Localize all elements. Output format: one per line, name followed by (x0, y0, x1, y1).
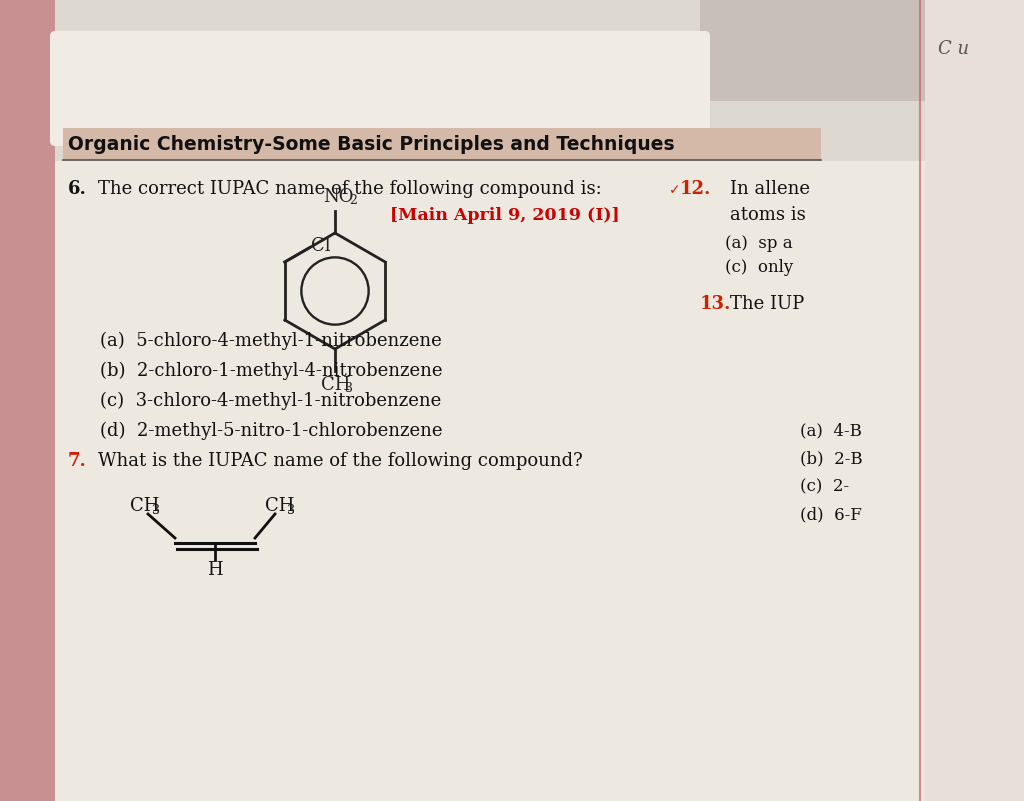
Text: NO: NO (323, 188, 353, 206)
Text: 12.: 12. (680, 180, 712, 198)
Text: 3: 3 (287, 504, 295, 517)
Text: (a)  5-chloro-4-methyl-1-nitrobenzene: (a) 5-chloro-4-methyl-1-nitrobenzene (100, 332, 441, 350)
Text: H: H (207, 561, 223, 579)
FancyBboxPatch shape (0, 0, 55, 801)
Text: CH: CH (321, 376, 350, 394)
Text: 13.: 13. (700, 295, 731, 313)
Text: (a)  sp a: (a) sp a (725, 235, 793, 252)
FancyBboxPatch shape (63, 128, 821, 160)
Text: In allene: In allene (730, 180, 810, 198)
Text: C u: C u (938, 40, 969, 58)
FancyBboxPatch shape (55, 0, 925, 801)
Text: 3: 3 (345, 383, 353, 396)
Text: (b)  2-B: (b) 2-B (800, 450, 862, 468)
Text: $\checkmark$: $\checkmark$ (668, 182, 679, 196)
FancyBboxPatch shape (700, 0, 925, 101)
Text: The correct IUPAC name of the following compound is:: The correct IUPAC name of the following … (98, 180, 602, 198)
Text: (d)  6-F: (d) 6-F (800, 506, 862, 524)
FancyBboxPatch shape (55, 0, 925, 161)
Text: (c)  2-: (c) 2- (800, 478, 849, 496)
Text: The IUP: The IUP (730, 295, 804, 313)
FancyBboxPatch shape (925, 0, 1024, 801)
Text: 6.: 6. (68, 180, 87, 198)
Text: 7.: 7. (68, 452, 87, 470)
Text: CH: CH (130, 497, 160, 515)
Text: 3: 3 (152, 504, 160, 517)
Text: (c)  3-chloro-4-methyl-1-nitrobenzene: (c) 3-chloro-4-methyl-1-nitrobenzene (100, 392, 441, 410)
Text: CH: CH (265, 497, 294, 515)
FancyBboxPatch shape (50, 31, 710, 146)
Text: Organic Chemistry-Some Basic Principles and Techniques: Organic Chemistry-Some Basic Principles … (68, 135, 675, 154)
Text: (d)  2-methyl-5-nitro-1-chlorobenzene: (d) 2-methyl-5-nitro-1-chlorobenzene (100, 422, 442, 440)
Text: (c)  only: (c) only (725, 259, 794, 276)
Text: atoms is: atoms is (730, 206, 806, 224)
Text: (a)  4-B: (a) 4-B (800, 422, 862, 440)
Text: What is the IUPAC name of the following compound?: What is the IUPAC name of the following … (98, 452, 583, 470)
Text: (b)  2-chloro-1-methyl-4-nitrobenzene: (b) 2-chloro-1-methyl-4-nitrobenzene (100, 362, 442, 380)
Text: [Main April 9, 2019 (I)]: [Main April 9, 2019 (I)] (390, 207, 620, 223)
Text: 2: 2 (349, 195, 357, 207)
Text: Cl: Cl (311, 237, 331, 255)
